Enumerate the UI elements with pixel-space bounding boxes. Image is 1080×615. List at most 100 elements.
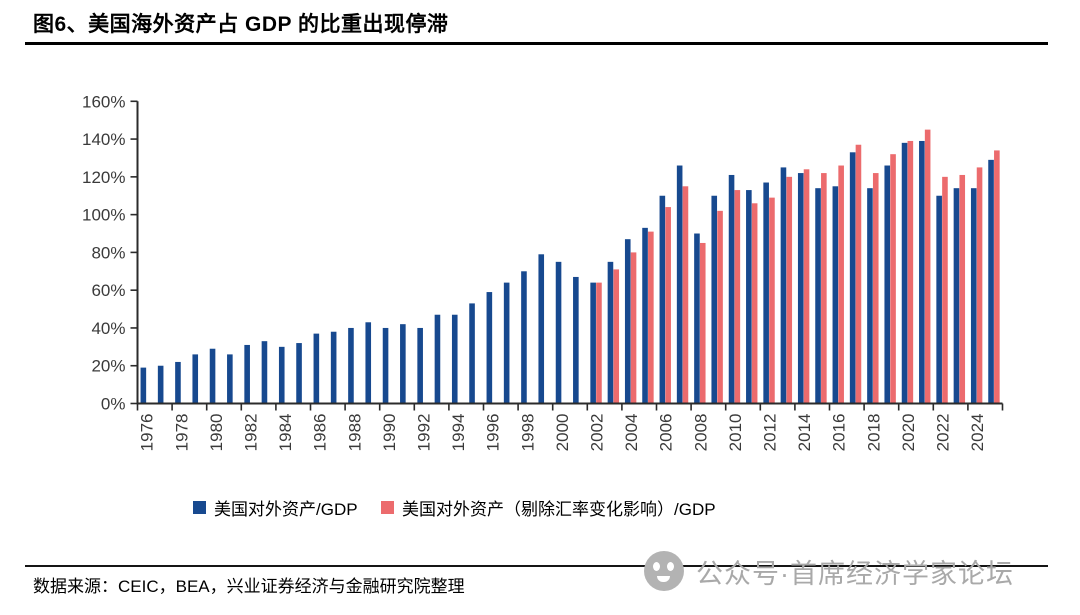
watermark: 公众号·首席经济学家论坛 [644,551,1014,591]
x-tick-label: 2004 [622,414,641,452]
bar-1976-actual [140,367,147,404]
bar-2011-fx-adjusted [751,203,758,404]
bar-2007-actual [676,165,683,404]
x-tick-label: 1978 [172,414,191,452]
y-tick-label: 100% [82,206,125,225]
bar-2012-fx-adjusted [769,197,775,404]
bar-2017-fx-adjusted [855,144,862,404]
y-tick-label: 0% [101,395,126,414]
x-tick-label: 1982 [241,414,260,452]
bar-1991-actual [400,324,406,404]
bar-2022-fx-adjusted [942,176,948,404]
bar-1994-actual [451,314,458,404]
bar-2002-actual [590,282,596,404]
bar-2003-actual [607,261,614,404]
y-tick-label: 80% [91,243,125,262]
legend-item-us-foreign-assets-fx-adjusted: 美国对外资产（剔除汇率变化影响）/GDP [381,496,716,519]
bar-1990-actual [382,327,389,404]
bar-2019-fx-adjusted [890,154,896,404]
x-tick-label: 2014 [795,414,814,452]
legend-item-us-foreign-assets: 美国对外资产/GDP [193,496,358,519]
bar-2008-fx-adjusted [699,242,706,404]
y-tick-label: 60% [91,281,125,300]
bar-1979-actual [192,354,199,404]
bar-2004-fx-adjusted [630,252,637,404]
bar-1988-actual [348,327,354,404]
x-tick-label: 2016 [830,414,849,452]
x-tick-label: 1996 [484,414,503,452]
bar-2015-fx-adjusted [821,173,827,404]
bar-2018-actual [867,188,873,404]
x-tick-label: 2022 [933,414,952,452]
x-tick-label: 1992 [414,414,433,452]
watermark-text: 公众号·首席经济学家论坛 [696,558,1014,589]
bar-2023-actual [953,188,960,404]
bar-2013-actual [780,167,787,404]
bar-2024-actual [970,188,977,404]
bar-2005-fx-adjusted [648,231,654,404]
bar-1996-actual [486,292,493,404]
bar-2010-actual [728,174,735,404]
bar-2020-actual [901,142,908,404]
bar-1980-actual [209,348,216,404]
bar-2008-actual [694,233,700,404]
y-tick-label: 140% [82,130,125,149]
bar-2003-fx-adjusted [613,269,620,404]
bar-2007-fx-adjusted [682,186,689,404]
x-tick-label: 1976 [138,414,157,452]
bar-1985-actual [296,343,302,404]
bar-2013-fx-adjusted [786,176,793,404]
bar-2004-actual [624,239,631,404]
bar-2009-actual [711,195,718,404]
x-tick-label: 2002 [587,414,606,452]
x-tick-label: 1986 [311,414,330,452]
page-title: 图6、美国海外资产占 GDP 的比重出现停滞 [33,13,449,36]
x-tick-label: 1988 [345,414,364,452]
legend-label: 美国对外资产/GDP [214,499,358,519]
x-tick-label: 2012 [760,414,779,452]
legend-label: 美国对外资产（剔除汇率变化影响）/GDP [402,499,716,519]
x-tick-label: 2006 [657,414,676,452]
y-tick-label: 160% [82,92,125,111]
y-tick-label: 120% [82,168,125,187]
bar-2005-actual [642,227,648,404]
bar-1999-actual [538,254,545,404]
x-tick-label: 1990 [380,414,399,452]
bar-2000-actual [555,261,562,404]
bar-1987-actual [330,331,337,404]
bar-2001-actual [573,276,579,404]
bar-2006-fx-adjusted [665,207,671,404]
bar-2011-actual [746,190,752,404]
bar-2021-fx-adjusted [924,129,931,404]
chart-canvas: 0% 20% 40% 60% 80% 100% 120% 140% 160% 1976 1978 19… [82,92,1004,452]
bar-1978-actual [175,361,181,404]
bar-2020-fx-adjusted [907,140,914,404]
bar-2022-actual [936,195,942,404]
bar-2016-fx-adjusted [838,165,844,404]
bar-2015-actual [815,188,821,404]
bar-2019-actual [884,165,891,404]
bar-1989-actual [365,322,372,404]
bar-2016-actual [832,186,839,404]
bar-2018-fx-adjusted [872,173,879,404]
x-tick-label: 1984 [276,414,295,452]
bar-2025-actual [988,159,994,404]
title-underline [25,42,1048,45]
bar-2014-fx-adjusted [803,169,810,404]
bar-2006-actual [659,195,666,404]
y-tick-label: 20% [91,357,125,376]
bar-1981-actual [227,354,233,404]
bar-2024-fx-adjusted [976,167,983,404]
legend-swatch-red [381,500,394,514]
bar-1977-actual [157,365,164,404]
x-tick-label: 1994 [449,414,468,452]
x-tick-label: 2018 [864,414,883,452]
x-tick-label: 1980 [207,414,226,452]
bar-1992-actual [417,327,423,404]
legend-swatch-blue [193,500,206,514]
bar-1984-actual [278,346,285,404]
bar-2009-fx-adjusted [717,210,723,404]
bar-1995-actual [469,303,475,404]
bar-1993-actual [434,314,441,404]
bar-2010-fx-adjusted [734,190,741,404]
